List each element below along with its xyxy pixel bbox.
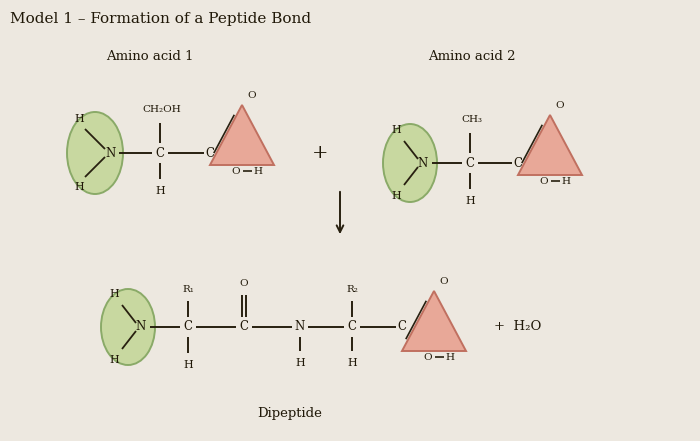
Text: CH₂OH: CH₂OH [143, 105, 181, 113]
Text: O: O [248, 90, 256, 100]
Text: C: C [206, 146, 214, 160]
Ellipse shape [67, 112, 123, 194]
Text: Model 1 – Formation of a Peptide Bond: Model 1 – Formation of a Peptide Bond [10, 12, 311, 26]
Text: H: H [561, 176, 570, 186]
Text: H: H [74, 182, 84, 192]
Text: H: H [347, 358, 357, 368]
Text: H: H [253, 167, 262, 176]
Text: N: N [418, 157, 428, 169]
Text: +: + [312, 144, 328, 162]
Polygon shape [210, 105, 274, 165]
Text: H: H [391, 191, 401, 201]
Text: +  H₂O: + H₂O [494, 321, 541, 333]
Text: H: H [74, 114, 84, 124]
Text: H: H [109, 355, 119, 365]
Text: C: C [347, 321, 356, 333]
Text: CH₃: CH₃ [461, 115, 482, 123]
Text: Dipeptide: Dipeptide [258, 407, 323, 419]
Text: O: O [540, 176, 548, 186]
Text: O: O [424, 352, 433, 362]
Text: O: O [239, 279, 248, 288]
Text: N: N [295, 321, 305, 333]
Text: H: H [155, 186, 165, 196]
Text: C: C [183, 321, 192, 333]
Text: H: H [445, 352, 454, 362]
Text: H: H [391, 125, 401, 135]
Text: C: C [398, 321, 407, 333]
Text: O: O [440, 277, 448, 287]
Text: O: O [556, 101, 564, 109]
Text: O: O [232, 167, 240, 176]
Text: R₂: R₂ [346, 284, 358, 294]
Text: C: C [466, 157, 475, 169]
Text: H: H [295, 358, 305, 368]
Polygon shape [402, 291, 466, 351]
Text: Amino acid 1: Amino acid 1 [106, 49, 194, 63]
Text: Amino acid 2: Amino acid 2 [428, 49, 516, 63]
Text: N: N [136, 321, 146, 333]
Ellipse shape [101, 289, 155, 365]
Text: H: H [183, 360, 193, 370]
Ellipse shape [383, 124, 437, 202]
Text: H: H [109, 289, 119, 299]
Text: C: C [155, 146, 164, 160]
Text: N: N [106, 146, 116, 160]
Text: R₁: R₁ [182, 284, 194, 294]
Text: C: C [514, 157, 522, 169]
Polygon shape [518, 115, 582, 175]
Text: H: H [465, 196, 475, 206]
Text: C: C [239, 321, 248, 333]
